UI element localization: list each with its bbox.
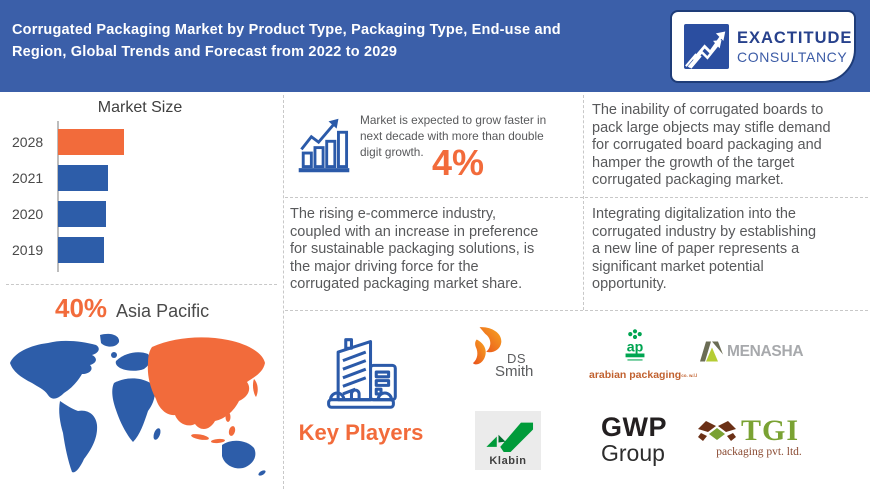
bar-label: 2020 [12, 206, 44, 222]
chart-axis [57, 121, 59, 272]
logo-klabin: Klabin [475, 411, 541, 470]
bar-label: 2019 [12, 242, 44, 258]
logo-gwp-group: GWP Group [601, 414, 667, 465]
growth-chart-icon [298, 118, 350, 173]
ds-smith-text: DS [507, 351, 527, 366]
divider-vertical-middle [583, 95, 584, 310]
gwp-text: GWP [601, 412, 667, 442]
ds-smith-text: Smith [495, 363, 534, 380]
page-title: Corrugated Packaging Market by Product T… [12, 22, 561, 60]
menasha-mark-icon [700, 341, 723, 362]
klabin-name: Klabin [475, 455, 541, 470]
exactitude-logo: EXACTITUDE CONSULTANCY [670, 10, 856, 83]
tgi-tagline: packaging pvt. ltd. [716, 446, 802, 458]
market-size-bar [58, 201, 106, 227]
insight-restraint: The inability of corrugated boards to pa… [592, 102, 831, 189]
logo-tgi-packaging: TGI packaging pvt. ltd. [697, 414, 821, 458]
bar-label: 2021 [12, 170, 44, 186]
logo-subname: CONSULTANCY [737, 48, 848, 65]
logo-arabian-packaging: ap arabian packagingco. w.l.l [589, 328, 698, 381]
menasha-name: MENASHA [727, 342, 804, 360]
chart-row: 2021 [12, 165, 108, 191]
divider-chart-map [6, 284, 277, 285]
header: Corrugated Packaging Market by Product T… [0, 0, 870, 92]
tgi-box-icon [698, 421, 736, 441]
divider-vertical-left [283, 95, 284, 489]
divider-row-2 [285, 310, 868, 311]
klabin-mark-icon [475, 411, 541, 455]
arabian-packaging-name: arabian packagingco. w.l.l [589, 369, 698, 381]
insight-driver: The rising e-commerce industry, coupled … [290, 206, 539, 293]
chart-row: 2020 [12, 201, 106, 227]
chart-title: Market Size [97, 99, 183, 116]
insight-growth: Market is expected to grow faster in nex… [360, 113, 547, 159]
key-players-label: Key Players [298, 420, 424, 445]
region-stat: 40% Asia Pacific [55, 293, 209, 324]
logo-name: EXACTITUDE [737, 28, 853, 47]
logo-text: EXACTITUDE CONSULTANCY [737, 29, 852, 65]
market-size-bar [58, 165, 108, 191]
growth-rate-value: 4% [432, 142, 485, 183]
insight-opportunity: Integrating digitalization into the corr… [592, 206, 817, 293]
exactitude-arrows-icon [684, 24, 729, 69]
gwp-text: Group [601, 440, 665, 466]
world-map [10, 333, 266, 476]
svg-text:ap: ap [627, 340, 644, 356]
arabian-packaging-emblem-icon: ap [625, 329, 645, 361]
building-icon [327, 338, 397, 409]
bar-label: 2028 [12, 134, 44, 150]
region-stat-label: Asia Pacific [116, 301, 210, 321]
tgi-name: TGI [741, 414, 800, 447]
divider-row-1 [285, 197, 868, 198]
logo-ds-smith: DS Smith [468, 325, 558, 383]
market-size-bar [58, 237, 104, 263]
ds-smith-flame-icon [472, 327, 502, 365]
chart-row: 2019 [12, 237, 104, 263]
chart-row: 2028 [12, 129, 124, 155]
logo-menasha: MENASHA [700, 341, 804, 362]
market-size-bar [58, 129, 124, 155]
region-stat-value: 40% [55, 293, 108, 323]
